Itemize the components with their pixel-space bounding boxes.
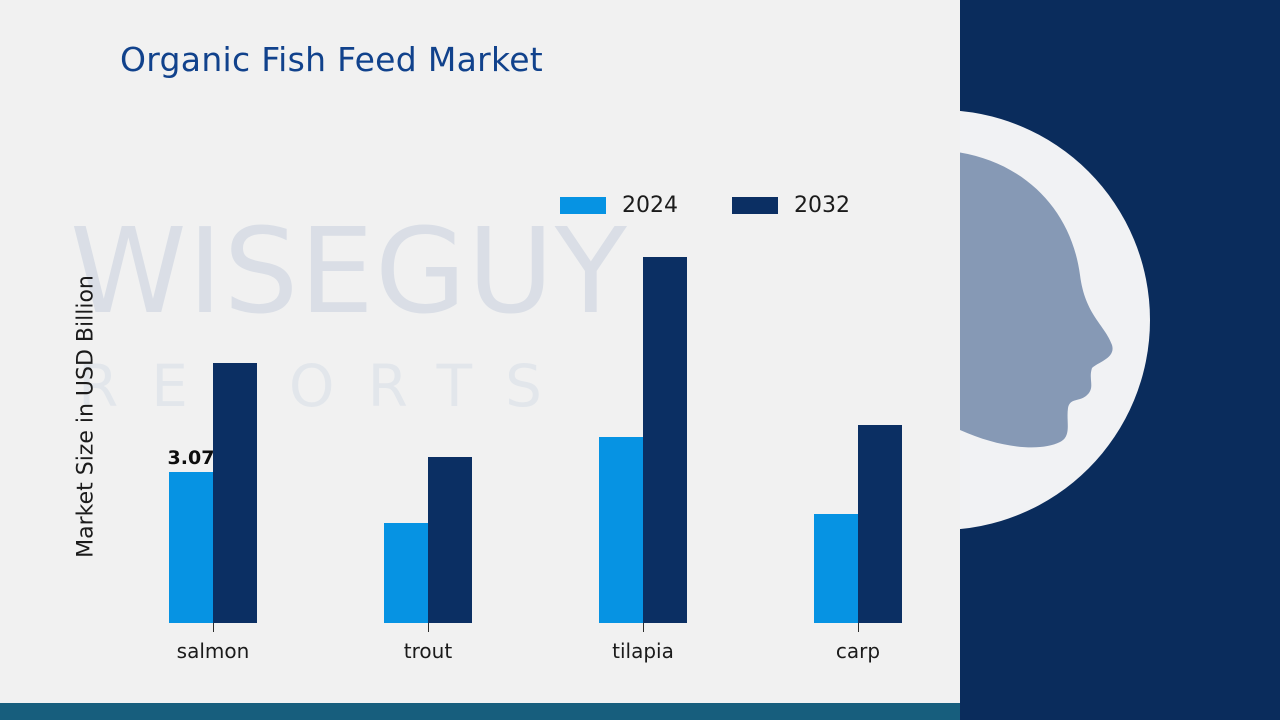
bar-tilapia-2024 <box>599 437 643 623</box>
bar-trout-2032 <box>428 457 472 623</box>
legend-swatch-2032 <box>732 197 778 214</box>
x-axis-label-carp: carp <box>835 639 881 663</box>
x-axis-tick <box>213 623 214 632</box>
legend-label-2032: 2032 <box>794 193 850 218</box>
network-dots-decor <box>960 115 1145 535</box>
chart-legend: 2024 2032 <box>560 193 850 218</box>
legend-item-2032[interactable]: 2032 <box>732 193 850 218</box>
legend-label-2024: 2024 <box>622 193 678 218</box>
brand-panel: WISEGUY REPORTS <box>960 0 1280 720</box>
bar-chart: Market Size in USD Billion 2024 2032 sal… <box>74 193 902 663</box>
head-silhouette-decor <box>960 152 1113 448</box>
plot-area: salmon trout tilapia carp 3.07 <box>167 257 902 663</box>
x-axis-tick <box>643 623 644 632</box>
x-axis-label-trout: trout <box>403 639 453 663</box>
x-axis-tick <box>858 623 859 632</box>
bar-salmon-2032 <box>213 363 257 623</box>
data-label-salmon-2024: 3.07 <box>167 447 215 469</box>
bar-trout-2024 <box>384 523 428 623</box>
legend-item-2024[interactable]: 2024 <box>560 193 678 218</box>
bar-tilapia-2032 <box>643 257 687 623</box>
bottom-accent-strip <box>0 703 960 720</box>
x-axis-tick <box>428 623 429 632</box>
bar-carp-2032 <box>858 425 902 623</box>
page-title: Organic Fish Feed Market <box>120 40 544 79</box>
bar-salmon-2024 <box>169 472 213 623</box>
legend-swatch-2024 <box>560 197 606 214</box>
x-axis-label-salmon: salmon <box>176 639 250 663</box>
bar-carp-2024 <box>814 514 858 623</box>
x-axis-label-tilapia: tilapia <box>612 639 674 663</box>
